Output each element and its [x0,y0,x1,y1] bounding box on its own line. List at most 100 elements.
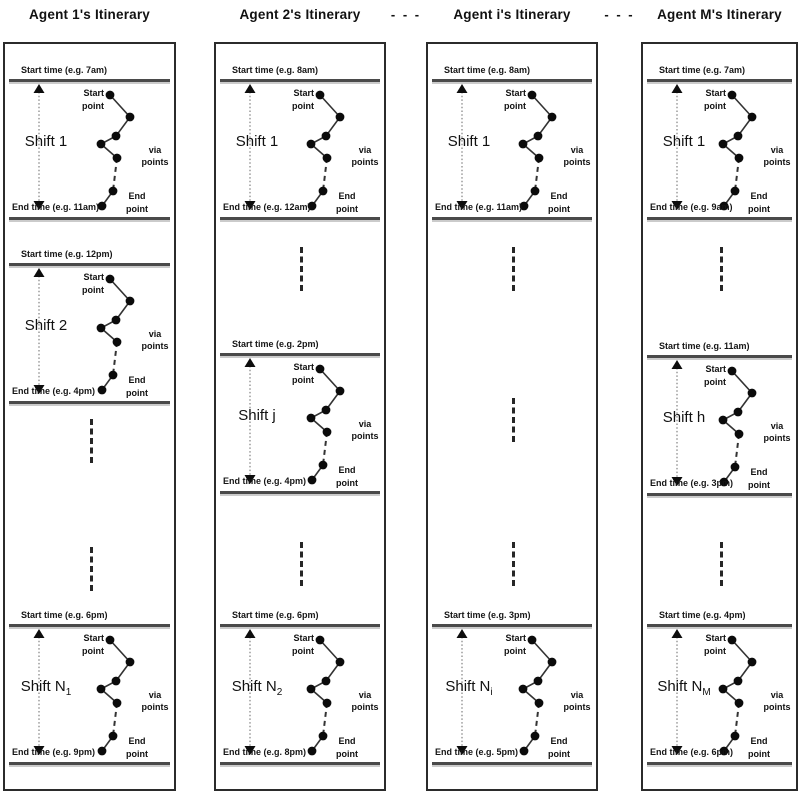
route-graphic: Start point via points End point [704,364,791,490]
ellipsis-dashes: - - - [390,7,422,22]
via-point-dot [533,131,543,141]
start-point-label: Start [705,88,726,98]
arrow-down-head [671,201,683,210]
via-points-label: points [352,157,379,167]
start-time-label: Start time (e.g. 3pm) [444,610,531,620]
route-solid-path [99,639,132,704]
via-point-dot [335,386,345,396]
via-points-label: via [359,419,373,429]
start-time-line [432,624,592,627]
route-dashed-path [322,431,328,466]
shift-label: Shift NM [657,678,711,698]
start-point-label: Start [705,633,726,643]
end-point-dot [719,201,729,211]
start-time-label: Start time (e.g. 8am) [232,65,319,75]
via-points-label: points [564,702,591,712]
duration-double-arrow-icon [244,84,256,210]
end-point-label: point [548,749,570,759]
arrow-up-head [33,268,45,277]
route-graphic: Start point via points End point [82,88,169,214]
end-point-label: point [336,478,358,488]
arrow-up-head [671,360,683,369]
via-point-dot [730,186,740,196]
route-dashed-path [112,702,118,737]
start-point-label: point [704,101,726,111]
via-point-dot [96,684,106,694]
shift-label: Shift 2 [24,317,68,334]
start-time-label: Start time (e.g. 7am) [21,65,108,75]
start-time-label: Start time (e.g. 11am) [659,341,750,351]
route-graphic: Start point via points End point [704,633,791,759]
via-point-dot [318,460,328,470]
via-point-dot [734,429,744,439]
route-solid-path [309,94,342,159]
via-point-dot [534,153,544,163]
continuation-dashes [512,542,515,586]
end-point-dot [97,201,107,211]
continuation-dashes [512,247,515,291]
end-point-label: End [339,736,356,746]
end-point-dot [97,746,107,756]
via-points-label: via [571,145,585,155]
end-point-label: End [129,736,146,746]
arrow-up-head [671,84,683,93]
agent-itinerary-box: Start time (e.g. 7am) Shift 1 Start poin… [641,42,798,791]
itinerary-title: Agent i's Itinerary [453,7,571,22]
route-graphic: Start point via points End point [292,633,379,759]
via-points-label: via [771,690,785,700]
via-point-dot [125,112,135,122]
via-point-dot [112,337,122,347]
route-dashed-path [734,702,740,737]
end-point-label: End [751,467,768,477]
via-point-dot [321,676,331,686]
via-point-dot [733,676,743,686]
duration-double-arrow-icon [244,358,256,484]
arrow-down-head [33,201,45,210]
shift-label: Shift N1 [20,678,72,698]
via-point-dot [108,731,118,741]
via-point-dot [108,370,118,380]
route-dashed-path [734,433,740,468]
start-time-label: Start time (e.g. 6pm) [232,610,319,620]
duration-double-arrow-icon [33,84,45,210]
end-time-line [220,217,380,220]
arrow-down-head [671,746,683,755]
end-point-dot [97,385,107,395]
duration-double-arrow-icon [671,629,683,755]
start-point-label: point [82,646,104,656]
start-point-label: point [504,646,526,656]
end-point-label: End [129,191,146,201]
via-point-dot [530,731,540,741]
start-point-label: Start [505,88,526,98]
end-point-dot [307,746,317,756]
via-point-dot [730,462,740,472]
via-point-dot [547,112,557,122]
start-time-line [647,624,792,627]
shift-block: Start time (e.g. 7am) Shift 1 Start poin… [5,64,174,224]
start-point-dot [527,635,537,645]
continuation-dashes [300,542,303,586]
via-points-label: points [142,341,169,351]
end-point-label: point [748,204,770,214]
via-point-dot [747,112,757,122]
end-point-label: End [339,191,356,201]
start-point-dot [727,366,737,376]
shift-block: Start time (e.g. 11am) Shift h Start poi… [643,340,796,500]
end-point-label: End [751,736,768,746]
start-point-dot [105,274,115,284]
duration-double-arrow-icon [456,629,468,755]
arrow-down-head [671,477,683,486]
via-point-dot [322,698,332,708]
arrow-down-head [456,746,468,755]
arrow-down-head [33,746,45,755]
start-point-label: Start [705,364,726,374]
start-point-label: point [292,101,314,111]
via-point-dot [747,657,757,667]
end-point-label: End [551,191,568,201]
end-time-label: End time (e.g. 6pm) [650,747,734,757]
shift-block: Start time (e.g. 6pm) Shift N1 Start poi… [5,609,174,769]
start-time-line [220,79,380,82]
end-time-label: End time (e.g. 11am) [435,202,523,212]
via-point-dot [733,131,743,141]
via-point-dot [125,657,135,667]
